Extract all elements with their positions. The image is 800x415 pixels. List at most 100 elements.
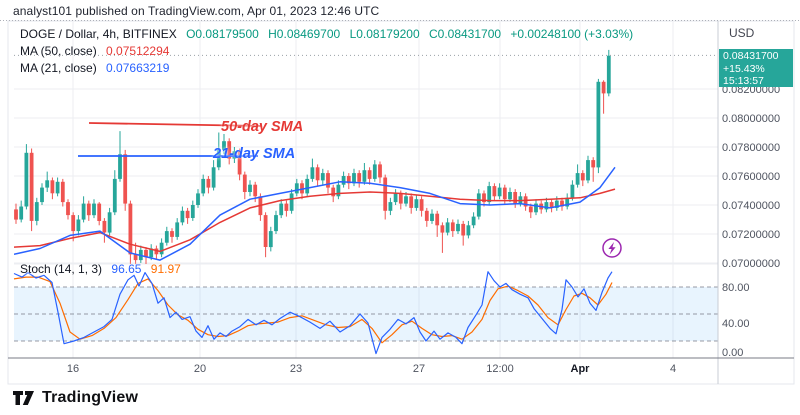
candle-body: [279, 203, 284, 216]
candle-body: [596, 81, 601, 168]
price-tick-label[interactable]: 0.08000000: [722, 113, 780, 125]
candlestick-series[interactable]: [14, 49, 616, 265]
ohlc-close: C0.08431700: [428, 27, 502, 41]
candle-body: [352, 173, 356, 184]
price-tick-label[interactable]: 0.07600000: [722, 171, 780, 183]
candle-body: [362, 170, 367, 182]
price-tick-label[interactable]: 0.07400000: [722, 200, 780, 212]
stoch-label[interactable]: Stoch (14, 1, 3): [20, 262, 103, 276]
stoch-tick-label[interactable]: 40.00: [722, 318, 750, 330]
candle-countdown: 15:13:57: [723, 75, 764, 87]
current-change-pct: +15.43%: [723, 62, 765, 75]
candle-body: [508, 192, 512, 200]
candle-body: [164, 231, 169, 243]
ma21-value: 0.07663219: [106, 61, 170, 75]
annotation-50day-sma[interactable]: 50-day SMA: [221, 119, 304, 135]
candle-body: [123, 154, 128, 204]
annotation-21day-sma[interactable]: 21-day SMA: [213, 146, 296, 162]
candle-body: [372, 164, 377, 179]
candle-body: [227, 141, 232, 159]
candle-body: [118, 154, 122, 179]
candle-body: [331, 187, 336, 197]
candle-body: [274, 215, 278, 232]
time-tick-label[interactable]: 20: [194, 363, 206, 375]
candle-body: [549, 202, 554, 208]
trendline-drawing[interactable]: [88, 122, 263, 127]
price-tick-label[interactable]: 0.07200000: [722, 229, 780, 241]
ma21-label[interactable]: MA (21, close): [20, 61, 97, 75]
candle-body: [570, 184, 575, 198]
ma50-label[interactable]: MA (50, close): [20, 44, 97, 58]
candle-body: [294, 183, 299, 194]
time-tick-label[interactable]: 27: [413, 363, 425, 375]
time-tick-label[interactable]: 23: [290, 363, 302, 375]
candle-body: [76, 219, 81, 232]
tradingview-logo-icon[interactable]: [12, 390, 35, 406]
candle-body: [393, 193, 398, 203]
candle-body: [86, 203, 91, 216]
candle-body: [92, 203, 96, 216]
candle-body: [66, 202, 70, 216]
candle-body: [154, 248, 159, 255]
candle-body: [289, 193, 294, 211]
candle-body: [232, 151, 237, 159]
candle-body: [466, 225, 471, 236]
candle-body: [97, 203, 102, 221]
price-tick-label[interactable]: 0.07000000: [722, 258, 780, 270]
candle-body: [430, 213, 434, 221]
candle-body: [112, 178, 117, 213]
candle-body: [263, 215, 268, 247]
ma21-legend[interactable]: MA (21, close) 0.07663219: [20, 61, 175, 75]
candle-body: [424, 210, 429, 221]
candle-body: [81, 203, 86, 220]
candle-body: [435, 213, 440, 226]
candle-body: [580, 173, 585, 181]
time-tick-label[interactable]: Apr: [571, 363, 591, 375]
price-tick-label[interactable]: 0.08200000: [722, 84, 780, 96]
candle-body: [492, 186, 497, 197]
candle-body: [414, 199, 419, 208]
candle-body: [55, 181, 60, 194]
time-tick-label[interactable]: 4: [670, 363, 676, 375]
candle-body: [190, 205, 195, 218]
candle-body: [523, 196, 528, 207]
ma50-legend[interactable]: MA (50, close) 0.07512294: [20, 44, 175, 58]
candle-body: [388, 202, 393, 211]
candle-body: [60, 181, 65, 203]
candle-body: [456, 223, 460, 232]
candle-body: [357, 173, 362, 182]
candle-body: [284, 203, 289, 211]
stoch-tick-label[interactable]: 0.00: [722, 347, 743, 359]
ma21-line: [14, 166, 616, 261]
stoch-legend[interactable]: Stoch (14, 1, 3) 96.65 91.97: [20, 262, 187, 276]
candle-body: [601, 81, 606, 94]
candle-body: [341, 176, 346, 185]
time-tick-label[interactable]: 12:00: [486, 363, 514, 375]
candle-body: [383, 177, 388, 211]
ma50-line: [14, 188, 616, 253]
candle-body: [482, 193, 486, 203]
candle-body: [513, 192, 518, 204]
stoch-tick-label[interactable]: 80.00: [722, 282, 750, 294]
candle-body: [471, 216, 476, 226]
tradingview-brand-text[interactable]: TradingView: [42, 389, 139, 406]
candle-body: [180, 210, 185, 223]
stoch-d-value: 91.97: [150, 262, 181, 276]
candle-body: [24, 152, 29, 207]
price-tick-label[interactable]: 0.07800000: [722, 142, 780, 154]
symbol-legend[interactable]: DOGE / Dollar, 4h, BITFINEX O0.08179500 …: [20, 27, 639, 41]
candle-body: [487, 186, 492, 203]
candle-body: [367, 170, 372, 179]
current-price: 0.08431700: [723, 50, 779, 62]
candle-body: [409, 196, 414, 208]
symbol-title[interactable]: DOGE / Dollar, 4h, BITFINEX: [20, 27, 177, 41]
currency-label: USD: [729, 26, 755, 40]
time-tick-label[interactable]: 16: [67, 363, 79, 375]
candle-body: [133, 254, 138, 261]
ohlc-open: O0.08179500: [186, 27, 259, 41]
chart-frame: [7, 20, 795, 385]
ohlc-change: +0.00248100 (+3.03%): [510, 27, 634, 41]
tradingview-footer[interactable]: TradingView: [12, 389, 138, 407]
candle-body: [461, 223, 466, 236]
